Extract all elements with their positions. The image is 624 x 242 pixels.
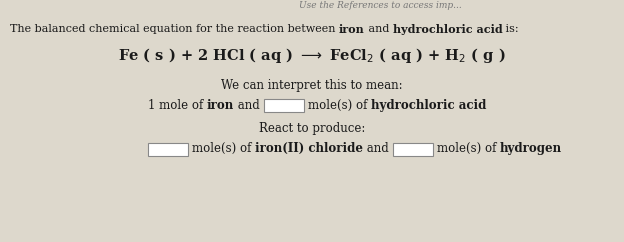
Text: 1 mole of: 1 mole of [148, 99, 207, 112]
Text: hydrogen: hydrogen [500, 142, 562, 155]
FancyBboxPatch shape [393, 143, 433, 156]
Text: is:: is: [502, 24, 519, 34]
Text: Use the References to access imp...: Use the References to access imp... [299, 1, 461, 10]
Text: React to produce:: React to produce: [259, 122, 365, 135]
Text: iron: iron [207, 99, 234, 112]
Text: We can interpret this to mean:: We can interpret this to mean: [221, 79, 403, 92]
Text: and: and [234, 99, 260, 112]
Text: hydrochloric acid: hydrochloric acid [392, 24, 502, 35]
Text: mole(s) of: mole(s) of [192, 142, 255, 155]
FancyBboxPatch shape [264, 99, 304, 112]
Text: Fe ( s ) + 2 HCl ( aq ) $\longrightarrow$ FeCl$_2$ ( aq ) + H$_2$ ( g ): Fe ( s ) + 2 HCl ( aq ) $\longrightarrow… [118, 46, 506, 65]
Text: mole(s) of: mole(s) of [308, 99, 371, 112]
Text: iron(II) chloride: iron(II) chloride [255, 142, 363, 155]
FancyBboxPatch shape [148, 143, 188, 156]
Text: iron: iron [339, 24, 365, 35]
Text: The balanced chemical equation for the reaction between: The balanced chemical equation for the r… [10, 24, 339, 34]
Text: hydrochloric acid: hydrochloric acid [371, 99, 487, 112]
Text: and: and [363, 142, 389, 155]
Text: and: and [365, 24, 392, 34]
Text: mole(s) of: mole(s) of [437, 142, 500, 155]
